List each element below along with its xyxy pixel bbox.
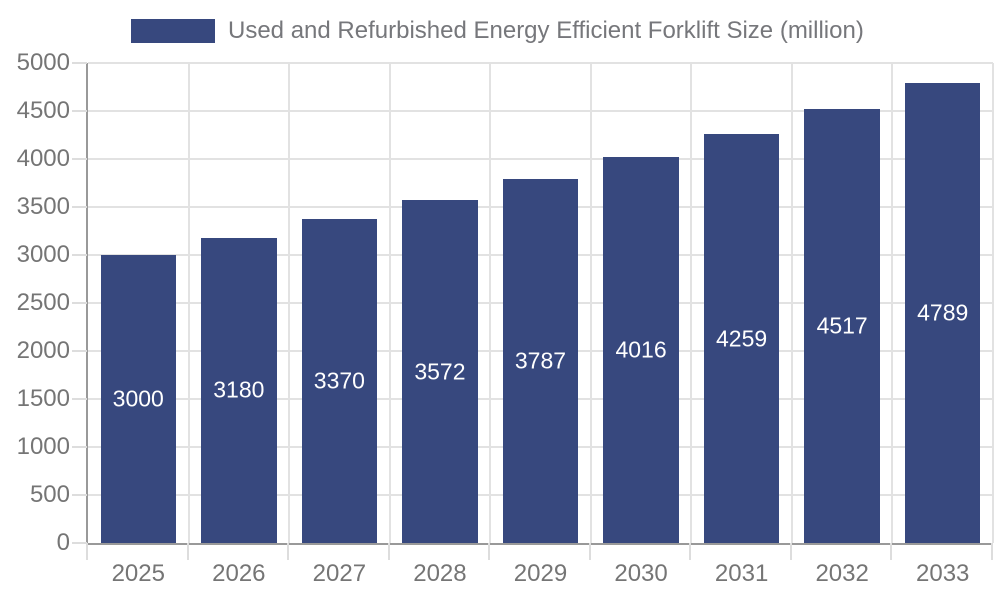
bar-value-label: 3370 (313, 367, 365, 394)
bar-2031[interactable]: 4259 (703, 134, 780, 543)
x-axis-label: 2033 (916, 560, 970, 587)
gridline-h (88, 158, 993, 160)
x-axis-label: 2025 (111, 560, 165, 587)
y-axis-label: 5000 (16, 49, 70, 76)
y-axis-tick (72, 158, 87, 160)
x-axis-tick (186, 543, 189, 560)
gridline-v (790, 63, 793, 543)
x-axis-label: 2030 (614, 560, 668, 587)
x-axis-tick (789, 543, 792, 560)
bar-value-label: 4517 (816, 312, 868, 339)
x-axis-label: 2029 (513, 560, 568, 587)
y-axis-tick (72, 254, 87, 256)
bar-2025[interactable]: 3000 (100, 255, 176, 543)
x-axis-tick (890, 543, 893, 560)
y-axis-label: 2500 (16, 289, 70, 316)
bar-value-label: 4789 (917, 299, 969, 326)
legend-swatch-icon (131, 19, 215, 43)
x-axis-tick (287, 543, 290, 560)
y-axis-tick (72, 302, 87, 304)
y-axis-line (86, 63, 88, 545)
y-axis-tick (72, 446, 87, 448)
y-axis-label: 3500 (16, 193, 70, 220)
y-axis-label: 500 (29, 481, 70, 508)
y-axis-label: 0 (56, 529, 70, 556)
y-axis-label: 2000 (16, 337, 70, 364)
plot-area: 3000 3180 3370 3572 3787 4016 4259 4517 4789 (88, 62, 994, 543)
y-axis-tick (72, 398, 87, 400)
gridline-v (187, 63, 190, 543)
x-axis-label: 2031 (714, 560, 769, 587)
x-axis-tick (387, 543, 390, 560)
y-axis-tick (72, 62, 87, 64)
bar-value-label: 3000 (112, 385, 164, 412)
x-axis-tick (588, 543, 591, 560)
gridline-v (891, 63, 894, 543)
x-axis-label: 2028 (413, 560, 467, 587)
bar-2027[interactable]: 3370 (301, 219, 378, 543)
x-axis-line (86, 543, 993, 545)
gridline-v (288, 63, 291, 543)
bar-2030[interactable]: 4016 (603, 157, 679, 543)
legend[interactable]: Used and Refurbished Energy Efficient Fo… (131, 17, 864, 44)
y-axis-tick (72, 110, 87, 112)
bar-2033[interactable]: 4789 (905, 83, 981, 543)
gridline-v (388, 63, 391, 543)
y-axis-label: 4500 (16, 97, 70, 124)
y-axis-tick (72, 206, 87, 208)
x-axis-label: 2027 (312, 560, 367, 587)
y-axis-tick (72, 542, 87, 544)
legend-label: Used and Refurbished Energy Efficient Fo… (228, 17, 864, 44)
gridline-v (489, 63, 492, 543)
y-axis-label: 3000 (16, 241, 70, 268)
bar-value-label: 3180 (213, 376, 265, 403)
x-axis-tick (689, 543, 692, 560)
y-axis-tick (72, 350, 87, 352)
y-axis-label: 1000 (16, 433, 70, 460)
y-axis-tick (72, 494, 87, 496)
bar-2032[interactable]: 4517 (804, 109, 880, 543)
bar-2029[interactable]: 3787 (502, 179, 579, 543)
gridline-v (992, 63, 994, 543)
gridline-v (690, 63, 693, 543)
x-axis-tick (86, 543, 88, 560)
bar-2028[interactable]: 3572 (402, 200, 478, 543)
x-axis-tick (488, 543, 491, 560)
bar-2026[interactable]: 3180 (201, 237, 277, 543)
gridline-h (88, 110, 993, 112)
bar-value-label: 4016 (615, 336, 667, 363)
bar-value-label: 3572 (414, 358, 466, 385)
x-axis-label: 2026 (212, 560, 266, 587)
x-axis-tick (991, 543, 993, 560)
y-axis-label: 4000 (16, 145, 70, 172)
bar-value-label: 3787 (514, 347, 567, 374)
x-axis-label: 2032 (815, 560, 869, 587)
bar-value-label: 4259 (716, 325, 768, 352)
y-axis-label: 1500 (16, 385, 70, 412)
gridline-h (88, 62, 993, 64)
gridline-v (589, 63, 592, 543)
